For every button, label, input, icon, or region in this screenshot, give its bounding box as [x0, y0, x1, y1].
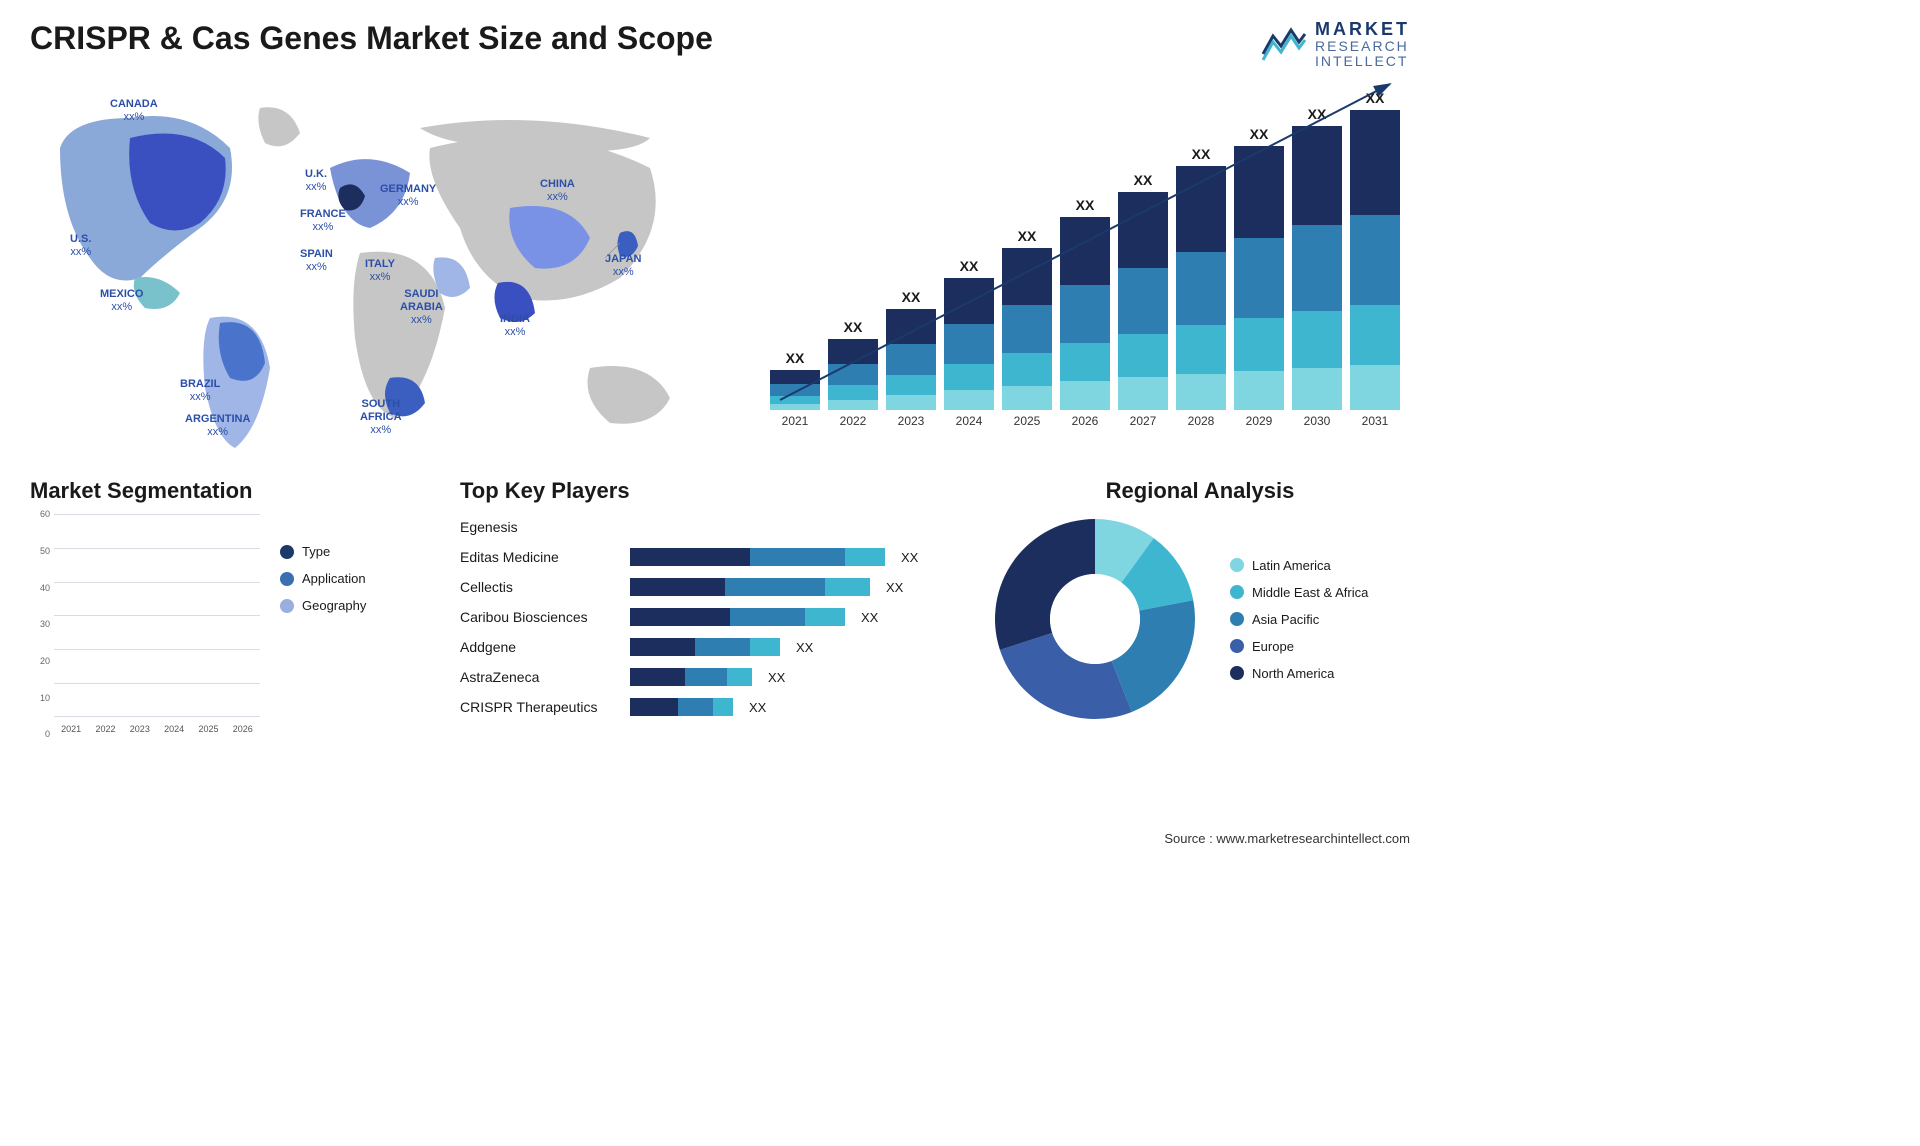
- key-player-row: AstraZenecaXX: [460, 664, 960, 690]
- forecast-bar: XX2025: [1002, 228, 1052, 429]
- country-label: U.K.xx%: [305, 168, 327, 193]
- country-label: CHINAxx%: [540, 178, 575, 203]
- key-player-row: Caribou BiosciencesXX: [460, 604, 960, 630]
- key-player-row: CRISPR TherapeuticsXX: [460, 694, 960, 720]
- country-label: GERMANYxx%: [380, 183, 436, 208]
- forecast-chart: XX2021XX2022XX2023XX2024XX2025XX2026XX20…: [740, 78, 1410, 458]
- country-label: ARGENTINAxx%: [185, 413, 250, 438]
- forecast-bar: XX2026: [1060, 197, 1110, 428]
- country-label: ITALYxx%: [365, 258, 395, 283]
- country-label: U.S.xx%: [70, 233, 91, 258]
- country-label: FRANCExx%: [300, 208, 346, 233]
- legend-item: Middle East & Africa: [1230, 585, 1368, 600]
- legend-item: Application: [280, 571, 366, 586]
- country-label: INDIAxx%: [500, 313, 530, 338]
- regional-panel: Regional Analysis Latin America Middle Ea…: [990, 478, 1410, 734]
- key-player-row: AddgeneXX: [460, 634, 960, 660]
- legend-item: Latin America: [1230, 558, 1368, 573]
- forecast-bar: XX2030: [1292, 106, 1342, 429]
- world-map-panel: CANADAxx% U.S.xx% MEXICOxx% BRAZILxx% ARGENT…: [30, 78, 710, 458]
- legend-item: Geography: [280, 598, 366, 613]
- forecast-bar: XX2024: [944, 258, 994, 428]
- source-text: Source : www.marketresearchintellect.com: [1164, 831, 1410, 846]
- legend-item: North America: [1230, 666, 1368, 681]
- forecast-bar: XX2031: [1350, 90, 1400, 428]
- logo-line2: RESEARCH: [1315, 39, 1410, 54]
- forecast-bar: XX2029: [1234, 126, 1284, 428]
- legend-item: Europe: [1230, 639, 1368, 654]
- logo-line1: MARKET: [1315, 20, 1410, 39]
- country-label: BRAZILxx%: [180, 378, 220, 403]
- forecast-bar: XX2023: [886, 289, 936, 429]
- forecast-bar: XX2021: [770, 350, 820, 429]
- logo-icon: [1261, 24, 1307, 64]
- key-player-row: CellectisXX: [460, 574, 960, 600]
- segmentation-panel: Market Segmentation 20212022202320242025…: [30, 478, 430, 734]
- country-label: CANADAxx%: [110, 98, 158, 123]
- key-player-row: Editas MedicineXX: [460, 544, 960, 570]
- key-players-panel: Top Key Players Egenesis Editas MedicineX…: [460, 478, 960, 734]
- segmentation-chart: 202120222023202420252026 0102030405060: [30, 514, 260, 734]
- forecast-bar: XX2028: [1176, 146, 1226, 428]
- legend-item: Type: [280, 544, 366, 559]
- country-label: SPAINxx%: [300, 248, 333, 273]
- country-label: SAUDIARABIAxx%: [400, 288, 443, 326]
- forecast-bar: XX2027: [1118, 172, 1168, 429]
- key-player-row: Egenesis: [460, 514, 960, 540]
- regional-donut: [990, 514, 1200, 724]
- regional-legend: Latin America Middle East & Africa Asia Pa…: [1230, 558, 1368, 681]
- regional-title: Regional Analysis: [990, 478, 1410, 504]
- segmentation-title: Market Segmentation: [30, 478, 430, 504]
- forecast-bar: XX2022: [828, 319, 878, 428]
- country-label: SOUTHAFRICAxx%: [360, 398, 402, 436]
- logo-line3: INTELLECT: [1315, 54, 1410, 69]
- page-title: CRISPR & Cas Genes Market Size and Scope: [30, 20, 713, 57]
- country-label: JAPANxx%: [605, 253, 641, 278]
- key-players-title: Top Key Players: [460, 478, 960, 504]
- segmentation-legend: Type Application Geography: [280, 544, 366, 734]
- country-label: MEXICOxx%: [100, 288, 143, 313]
- brand-logo: MARKET RESEARCH INTELLECT: [1261, 20, 1410, 68]
- legend-item: Asia Pacific: [1230, 612, 1368, 627]
